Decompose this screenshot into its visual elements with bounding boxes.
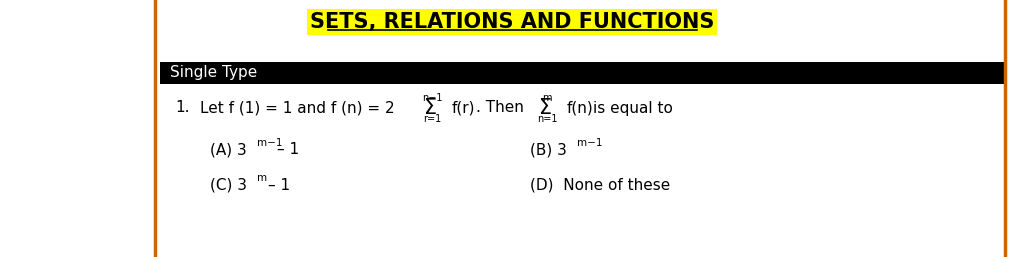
Text: f(n): f(n) bbox=[567, 100, 594, 115]
Text: – 1: – 1 bbox=[268, 178, 290, 192]
Text: 1.: 1. bbox=[175, 100, 189, 115]
Text: n−1: n−1 bbox=[422, 93, 442, 103]
Text: m−1: m−1 bbox=[577, 138, 602, 148]
Text: $\Sigma$: $\Sigma$ bbox=[539, 98, 552, 118]
Text: Single Type: Single Type bbox=[170, 66, 257, 80]
Text: (D)  None of these: (D) None of these bbox=[530, 178, 671, 192]
Text: is equal to: is equal to bbox=[593, 100, 673, 115]
Text: (B) 3: (B) 3 bbox=[530, 142, 567, 158]
Text: . Then: . Then bbox=[476, 100, 524, 115]
Text: m: m bbox=[543, 93, 552, 103]
Text: f(r): f(r) bbox=[452, 100, 475, 115]
Text: n=1: n=1 bbox=[537, 114, 557, 124]
Text: r=1: r=1 bbox=[423, 114, 441, 124]
Text: (A) 3: (A) 3 bbox=[210, 142, 247, 158]
Text: SETS, RELATIONS AND FUNCTIONS: SETS, RELATIONS AND FUNCTIONS bbox=[310, 12, 714, 32]
Text: Let f (1) = 1 and f (n) = 2: Let f (1) = 1 and f (n) = 2 bbox=[200, 100, 394, 115]
Bar bbox=[160, 62, 1005, 84]
Text: – 1: – 1 bbox=[278, 142, 299, 158]
Text: (C) 3: (C) 3 bbox=[210, 178, 247, 192]
Text: $\Sigma$: $\Sigma$ bbox=[423, 98, 437, 118]
Text: m−1: m−1 bbox=[257, 138, 283, 148]
Text: m: m bbox=[257, 173, 267, 183]
